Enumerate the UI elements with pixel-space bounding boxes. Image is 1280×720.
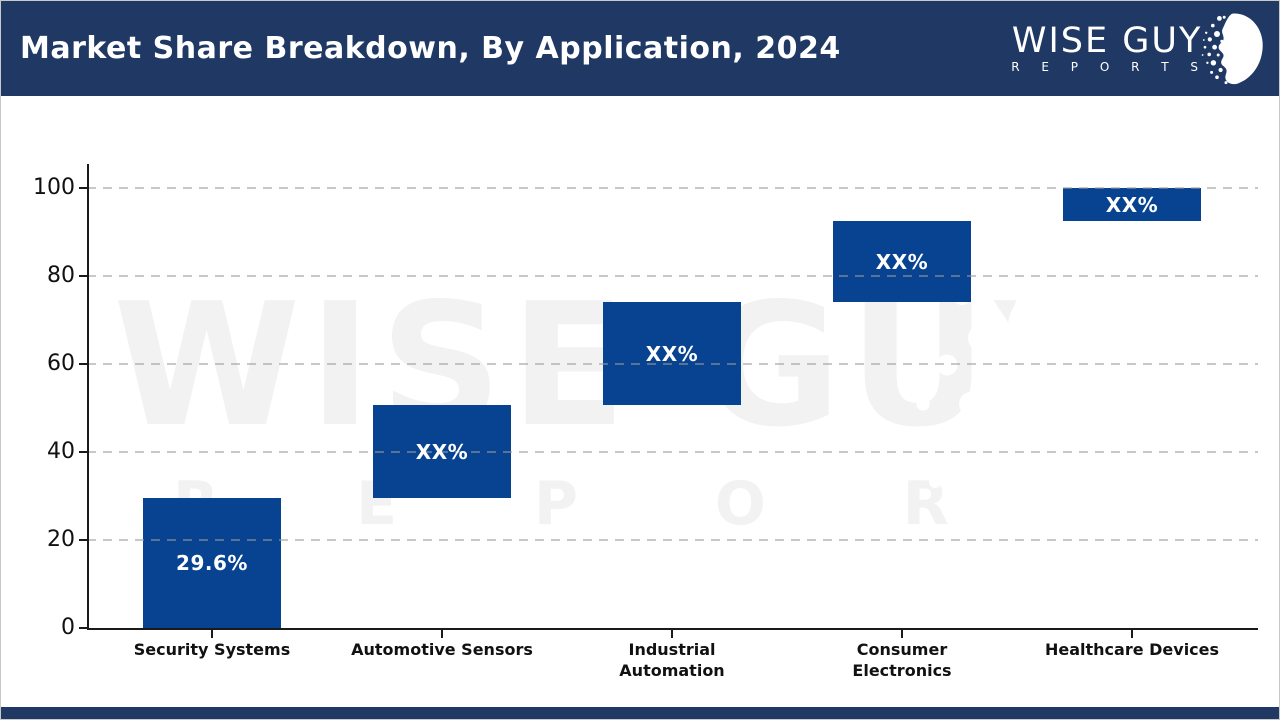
- x-axis-spine: [87, 628, 1258, 630]
- bar-industrial-automation: [603, 301, 741, 406]
- wiseguy-logo: WISE GUY R E P O R T S: [1007, 10, 1279, 88]
- y-axis-spine: [87, 164, 89, 630]
- y-tick-label: 20: [47, 527, 75, 552]
- bar-value-label-healthcare-devices: XX%: [1105, 192, 1159, 217]
- y-tick-mark: [79, 451, 87, 453]
- x-axis-category-label-automotive-sensors: Automotive Sensors: [351, 640, 533, 659]
- y-tick-label: 80: [47, 263, 75, 288]
- bar-healthcare-devices: [1063, 188, 1201, 222]
- bar-value-label-security-systems: 29.6%: [176, 550, 248, 575]
- x-axis-category-label-healthcare-devices: Healthcare Devices: [1044, 640, 1220, 659]
- header-bar: Market Share Breakdown, By Application, …: [1, 1, 1279, 96]
- x-tick-mark: [1131, 630, 1133, 638]
- wiseguy-face-icon: [1201, 13, 1263, 84]
- gridline-100: [87, 187, 1258, 189]
- gridline-60: [87, 363, 1258, 365]
- x-axis-category-label-consumer-electronics: Consumer Electronics: [852, 640, 952, 680]
- bar-value-label-consumer-electronics: XX%: [875, 249, 929, 274]
- wiseguy-wordmark: WISE GUY R E P O R T S: [1007, 20, 1207, 75]
- logo-line-1: WISE GUY: [1011, 20, 1203, 61]
- logo-line-2: R E P O R T S: [1011, 60, 1207, 75]
- y-tick-mark: [79, 363, 87, 365]
- y-tick-label: 40: [47, 439, 75, 464]
- gridline-40: [87, 451, 1258, 453]
- gridline-80: [87, 275, 1258, 277]
- x-tick-mark: [441, 630, 443, 638]
- y-tick-mark: [79, 539, 87, 541]
- x-tick-mark: [211, 630, 213, 638]
- y-tick-label: 100: [33, 175, 75, 200]
- y-tick-mark: [79, 187, 87, 189]
- footer-bar: [1, 707, 1279, 719]
- y-tick-label: 0: [61, 615, 75, 640]
- x-axis-category-label-industrial-automation: Industrial Automation: [619, 640, 725, 680]
- y-tick-mark: [79, 627, 87, 629]
- x-axis-category-label-security-systems: Security Systems: [133, 640, 291, 659]
- bar-value-label-automotive-sensors: XX%: [415, 439, 469, 464]
- page-title: Market Share Breakdown, By Application, …: [20, 31, 841, 66]
- bar-value-label-industrial-automation: XX%: [645, 341, 699, 366]
- bar-security-systems: [143, 497, 281, 628]
- gridline-20: [87, 539, 1258, 541]
- y-tick-mark: [79, 275, 87, 277]
- x-tick-mark: [671, 630, 673, 638]
- y-tick-label: 60: [47, 351, 75, 376]
- x-tick-mark: [901, 630, 903, 638]
